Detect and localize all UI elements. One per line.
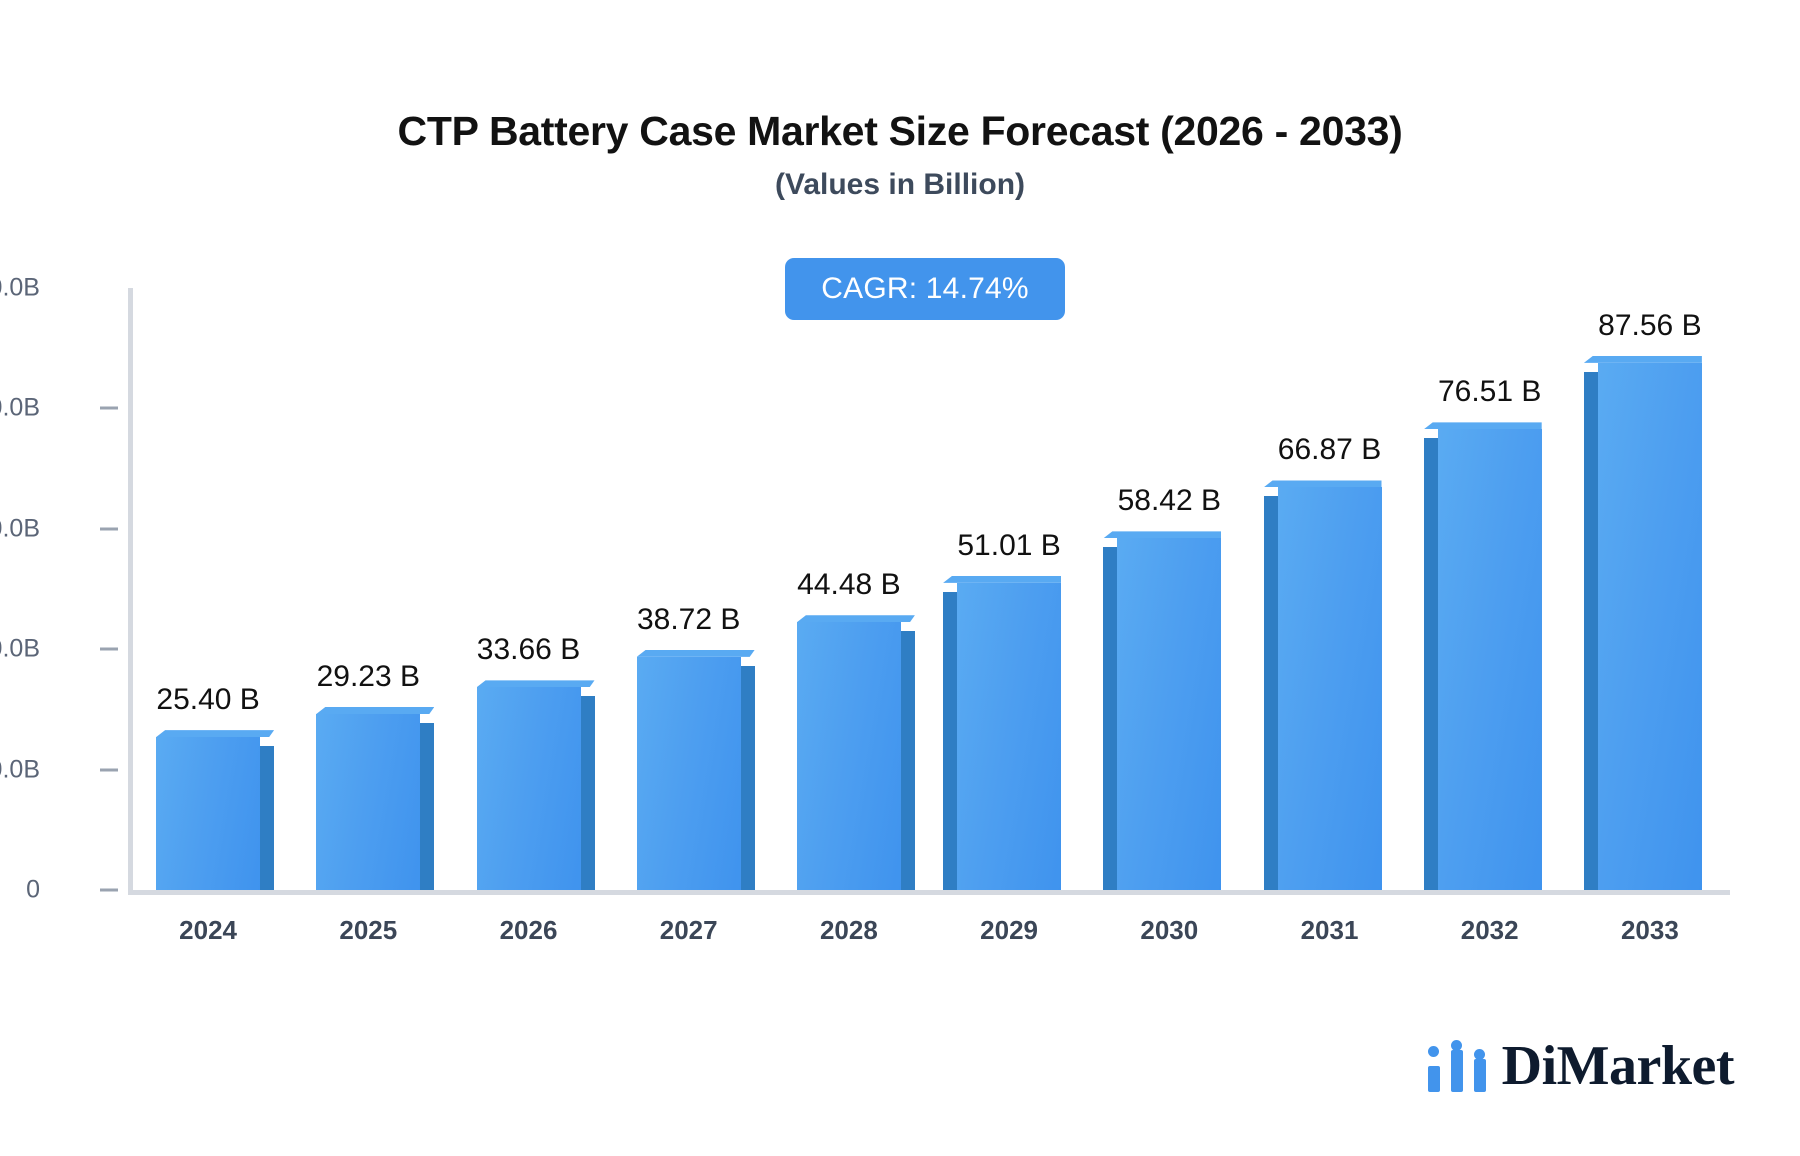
x-axis-tick-label: 2025	[339, 915, 398, 945]
x-axis-tick-label: 2033	[1620, 915, 1679, 945]
bar-side-3d	[260, 746, 275, 890]
x-axis-tick-label: 2031	[1300, 915, 1359, 945]
x-axis-tick-label: 2029	[980, 915, 1039, 945]
bar-side-3d	[580, 696, 595, 890]
page-title: CTP Battery Case Market Size Forecast (2…	[397, 108, 1403, 154]
bar-top-3d	[1423, 422, 1542, 430]
bar[interactable]	[1263, 480, 1382, 890]
bar-slot	[636, 288, 755, 890]
bar-value-label: 58.42 B	[1117, 484, 1221, 518]
y-axis-tick-mark	[100, 406, 118, 410]
bar-side-3d	[1583, 371, 1598, 890]
plot-area: 0 20.0B 40.0B 60.0B 80.0B 100.0B 25.40 B 29.23…	[0, 274, 1730, 904]
bar-side-3d	[1103, 547, 1118, 890]
y-axis-tick-label: 60.0B	[0, 514, 40, 543]
bar-face	[1277, 487, 1382, 890]
bar-side-3d	[943, 591, 958, 890]
bar-face	[636, 656, 741, 890]
bar-value-label: 66.87 B	[1277, 433, 1382, 467]
bar-face	[1117, 538, 1222, 890]
x-axis-tick-label: 2024	[179, 915, 238, 945]
y-axis-tick-label: 80.0B	[0, 393, 40, 422]
bar-chart-icon	[1427, 1040, 1488, 1092]
bar[interactable]	[1423, 422, 1542, 890]
bar-top-3d	[637, 650, 755, 657]
bar[interactable]	[943, 575, 1062, 890]
y-axis-tick-mark	[100, 527, 118, 531]
bar-slot	[476, 288, 595, 890]
cagr-badge: CAGR: 14.74%	[785, 258, 1065, 320]
bar-top-3d	[943, 575, 1062, 583]
bar-value-label: 29.23 B	[316, 660, 420, 694]
x-axis-tick-label: 2027	[659, 915, 718, 945]
bar-top-3d	[156, 730, 274, 737]
bar-face	[156, 737, 261, 890]
cagr-badge-label: CAGR: 14.74%	[821, 272, 1029, 305]
bar-slot	[156, 288, 275, 890]
bar[interactable]	[796, 622, 915, 890]
x-axis-tick-label: 2026	[499, 915, 558, 945]
bar-value-label: 51.01 B	[957, 528, 1061, 562]
bar-face	[316, 714, 421, 890]
bar-slot	[943, 288, 1062, 890]
bar-face	[476, 687, 581, 890]
page-subtitle: (Values in Billion)	[774, 168, 1026, 201]
bar-value-label: 76.51 B	[1437, 375, 1542, 409]
bar-top-3d	[316, 707, 434, 714]
bar-side-3d	[1263, 496, 1278, 890]
bar-slot	[1263, 288, 1382, 890]
x-axis-line	[128, 890, 1730, 895]
bar-side-3d	[420, 723, 435, 890]
bar-value-label: 25.40 B	[156, 683, 260, 717]
bar-face	[1437, 429, 1542, 890]
bar-face	[957, 582, 1062, 890]
bar-top-3d	[1103, 531, 1222, 539]
y-axis-tick-mark	[100, 647, 118, 651]
bar-value-label: 44.48 B	[797, 568, 901, 602]
bar-value-label: 33.66 B	[476, 633, 581, 667]
y-axis-tick-mark	[100, 768, 118, 772]
x-axis-tick-label: 2030	[1140, 915, 1199, 945]
bar-side-3d	[1423, 438, 1438, 890]
bar-face	[796, 622, 901, 890]
y-axis-tick-label: 40.0B	[0, 634, 40, 663]
brand-logo: DiMarket	[1427, 1034, 1735, 1098]
x-axis-tick-label: 2032	[1460, 915, 1519, 945]
brand-name: DiMarket	[1501, 1035, 1735, 1097]
y-axis-tick-mark	[100, 888, 118, 892]
bar-slot	[1583, 288, 1702, 890]
y-axis-tick-label: 0	[26, 875, 40, 904]
bar[interactable]	[156, 737, 275, 890]
x-axis-tick-label: 2028	[819, 915, 878, 945]
bar-slot	[1423, 288, 1542, 890]
y-axis-line	[128, 288, 133, 895]
bar[interactable]	[1103, 531, 1222, 890]
y-axis-tick-label: 100.0B	[0, 273, 40, 302]
bar-slot	[316, 288, 435, 890]
bar-slot	[796, 288, 915, 890]
bar-side-3d	[900, 631, 915, 890]
bar-top-3d	[1263, 480, 1382, 488]
bar[interactable]	[1583, 355, 1702, 890]
y-axis-tick-label: 20.0B	[0, 755, 40, 784]
bar-top-3d	[1583, 355, 1702, 363]
bar-top-3d	[477, 680, 595, 687]
bar[interactable]	[316, 714, 435, 890]
bar-value-label: 87.56 B	[1598, 308, 1702, 342]
bar-slot	[1103, 288, 1222, 890]
bar[interactable]	[476, 687, 595, 890]
bar-top-3d	[797, 615, 915, 622]
bar[interactable]	[636, 656, 755, 890]
bar-side-3d	[740, 665, 755, 890]
bar-face	[1597, 362, 1702, 890]
bar-value-label: 38.72 B	[636, 602, 741, 636]
